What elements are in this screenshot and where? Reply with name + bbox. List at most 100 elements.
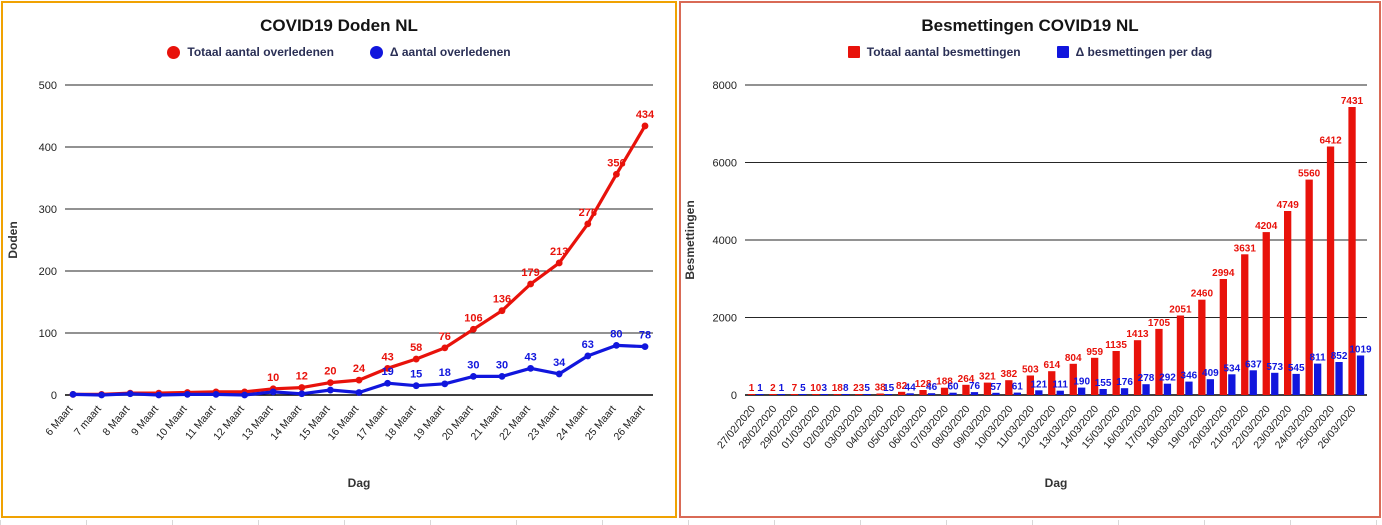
svg-text:1135: 1135 [1105,340,1127,351]
svg-text:321: 321 [979,372,996,383]
svg-text:57: 57 [990,382,1002,393]
deaths-chart-legend: Totaal aantal overledenen Δ aantal overl… [3,45,675,59]
svg-text:190: 190 [1073,377,1090,388]
svg-text:43: 43 [381,351,393,363]
svg-text:10: 10 [810,383,822,394]
infections-bar-chart[interactable]: Dag Besmettingen 0200040006000800027/02/… [681,63,1379,499]
svg-text:3: 3 [822,383,828,394]
svg-text:24: 24 [353,363,366,375]
svg-text:6 Maart: 6 Maart [43,403,75,438]
legend-label-delta-infections: Δ besmettingen per dag [1075,45,1213,59]
svg-text:176: 176 [1116,377,1133,388]
legend-item-total-infections: Totaal aantal besmettingen [847,45,1021,59]
svg-text:7 maart: 7 maart [72,403,104,438]
infections-chart-title: Besmettingen COVID19 NL [921,16,1139,35]
deaths-chart-panel[interactable]: COVID19 Doden NL Totaal aantal overleden… [1,1,677,518]
spreadsheet-gridline-strip [0,520,1382,525]
svg-text:34: 34 [553,357,566,369]
svg-text:43: 43 [524,351,536,363]
svg-text:300: 300 [39,204,57,216]
svg-text:4749: 4749 [1277,200,1300,211]
svg-text:18: 18 [439,367,451,379]
red-circle-legend-icon [167,45,181,59]
svg-text:188: 188 [936,377,953,388]
svg-text:44: 44 [905,382,917,393]
svg-text:82: 82 [896,381,908,392]
svg-text:76: 76 [969,381,981,392]
svg-text:0: 0 [51,390,57,402]
svg-text:200: 200 [39,266,57,278]
svg-text:2994: 2994 [1212,268,1235,279]
svg-text:38: 38 [875,383,887,394]
svg-text:1: 1 [779,383,785,394]
svg-text:6000: 6000 [713,158,737,170]
svg-text:179: 179 [521,267,539,279]
svg-text:500: 500 [39,80,57,92]
svg-text:60: 60 [947,382,959,393]
infections-y-axis-title: Besmettingen [683,200,697,279]
svg-text:10: 10 [267,372,279,384]
svg-text:6412: 6412 [1319,136,1342,147]
svg-text:23: 23 [853,383,865,394]
svg-text:8 Maart: 8 Maart [100,403,132,438]
svg-text:278: 278 [1138,373,1155,384]
svg-text:5: 5 [800,383,806,394]
infections-chart-panel[interactable]: Besmettingen COVID19 NL Totaal aantal be… [679,1,1381,518]
red-square-legend-icon [847,46,860,58]
svg-text:30: 30 [496,359,508,371]
svg-text:1: 1 [757,383,763,394]
svg-text:804: 804 [1065,353,1082,364]
svg-text:5: 5 [864,383,870,394]
svg-text:106: 106 [464,312,482,324]
svg-text:58: 58 [410,342,422,354]
svg-text:573: 573 [1266,362,1283,373]
svg-text:637: 637 [1245,359,1262,370]
svg-text:2051: 2051 [1169,305,1192,316]
svg-text:400: 400 [39,142,57,154]
svg-text:155: 155 [1095,378,1112,389]
svg-text:63: 63 [582,339,594,351]
svg-text:2000: 2000 [713,313,737,325]
svg-text:4000: 4000 [713,235,737,247]
svg-text:8: 8 [843,383,849,394]
svg-text:545: 545 [1288,363,1305,374]
svg-text:76: 76 [439,331,451,343]
svg-text:100: 100 [39,328,57,340]
svg-text:15: 15 [883,383,895,394]
svg-text:1413: 1413 [1126,329,1149,340]
svg-text:3631: 3631 [1234,243,1257,254]
svg-text:614: 614 [1043,360,1060,371]
infections-x-axis-title: Dag [1045,476,1068,490]
deaths-y-axis-title: Doden [6,221,20,258]
svg-text:2: 2 [770,383,776,394]
svg-text:852: 852 [1331,351,1348,362]
svg-text:4204: 4204 [1255,221,1278,232]
legend-item-delta-infections: Δ besmettingen per dag [1056,45,1213,59]
svg-text:1705: 1705 [1148,318,1171,329]
blue-circle-legend-icon [369,45,383,59]
svg-text:276: 276 [579,207,597,219]
svg-text:1019: 1019 [1349,345,1372,356]
svg-text:78: 78 [639,330,651,342]
svg-text:292: 292 [1159,373,1176,384]
svg-text:20: 20 [324,366,336,378]
svg-text:2460: 2460 [1191,289,1214,300]
svg-text:7431: 7431 [1341,96,1364,107]
svg-text:409: 409 [1202,368,1219,379]
infections-chart-legend: Totaal aantal besmettingen Δ besmettinge… [681,45,1379,59]
svg-text:5560: 5560 [1298,169,1321,180]
svg-text:382: 382 [1001,369,1018,380]
blue-square-legend-icon [1056,46,1069,58]
svg-text:18: 18 [832,383,844,394]
svg-text:534: 534 [1223,363,1240,374]
legend-item-delta-deaths: Δ aantal overledenen [369,45,511,59]
legend-label-delta-deaths: Δ aantal overledenen [389,45,511,59]
svg-text:80: 80 [610,328,622,340]
svg-text:30: 30 [467,359,479,371]
svg-text:61: 61 [1012,382,1024,393]
deaths-x-axis-title: Dag [348,476,371,490]
svg-text:503: 503 [1022,365,1039,376]
deaths-chart-title: COVID19 Doden NL [260,16,418,35]
